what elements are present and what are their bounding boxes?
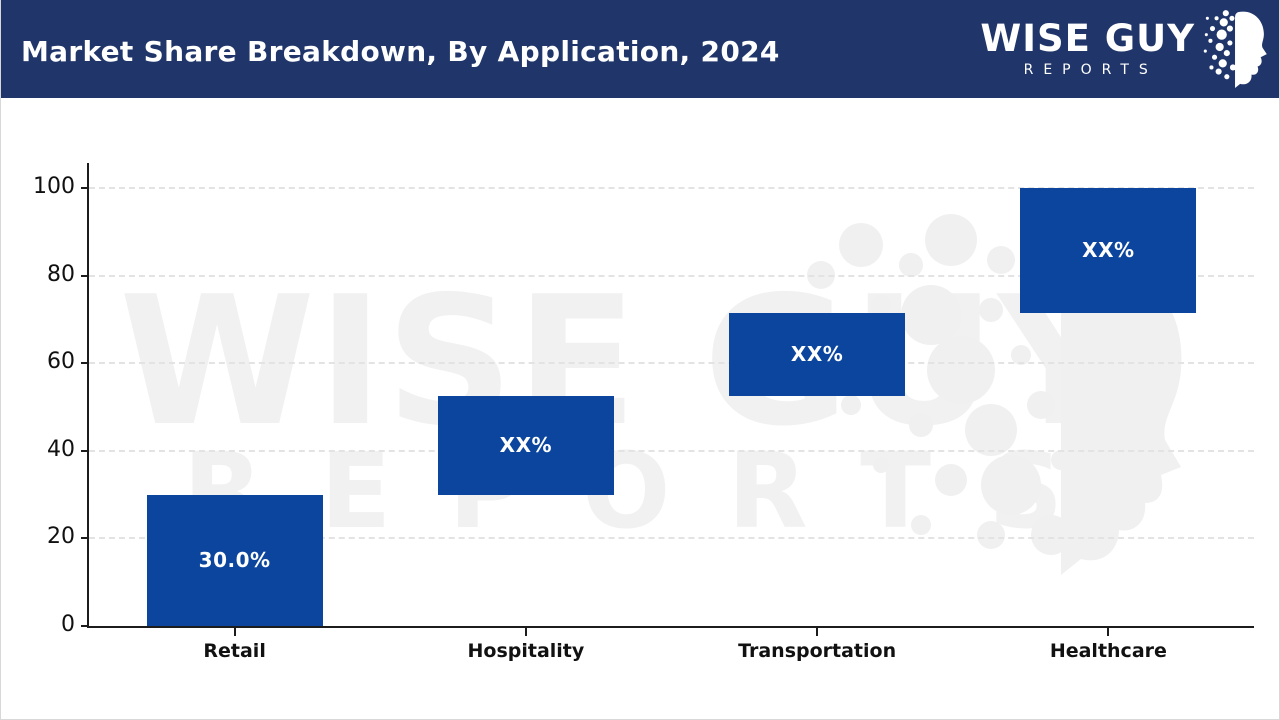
y-tick-mark [81, 625, 89, 627]
y-tick-label: 20 [47, 524, 75, 550]
y-tick-label: 40 [47, 436, 75, 462]
y-tick-label: 60 [47, 349, 75, 375]
y-tick-label: 80 [47, 261, 75, 287]
y-tick-mark [81, 362, 89, 365]
bar-value-label: XX% [1082, 238, 1135, 263]
watermark-face-dots [807, 214, 1182, 575]
x-tick-label-hospitality: Hospitality [467, 640, 585, 662]
x-tick-mark [524, 628, 527, 636]
y-axis-line [87, 163, 89, 628]
wiseguy-logo-subtitle: REPORTS [1023, 61, 1158, 78]
wiseguy-logo-name: WISE GUY [980, 17, 1195, 61]
x-tick-label-transportation: Transportation [738, 640, 897, 662]
y-tick-label: 0 [61, 612, 75, 637]
y-tick-mark [81, 274, 89, 277]
x-tick-mark [233, 628, 236, 636]
x-tick-mark [816, 628, 819, 636]
header-bar: Market Share Breakdown, By Application, … [1, 0, 1279, 98]
bar-value-label: XX% [499, 433, 553, 458]
bar-healthcare: XX% [1020, 188, 1197, 313]
y-tick-mark [81, 187, 89, 189]
gridline-60 [89, 362, 1254, 365]
gridline-100 [89, 187, 1254, 189]
wiseguy-face-icon [1203, 10, 1267, 88]
bar-value-label: XX% [790, 342, 844, 367]
gridline-40 [89, 449, 1254, 452]
x-tick-label-healthcare: Healthcare [1049, 640, 1167, 662]
bar-hospitality: XX% [437, 396, 614, 495]
y-tick-label: 100 [33, 174, 75, 199]
gridline-80 [89, 274, 1254, 277]
chart-title: Market Share Breakdown, By Application, … [21, 35, 780, 68]
bar-value-label: 30.0% [198, 548, 271, 573]
bar-transportation: XX% [729, 312, 906, 397]
x-tick-label-retail: Retail [203, 640, 266, 662]
y-tick-mark [81, 537, 89, 540]
x-tick-mark [1107, 628, 1110, 636]
wiseguy-logo-text: WISE GUY REPORTS [980, 18, 1195, 78]
wiseguy-logo: WISE GUY REPORTS [980, 6, 1271, 90]
gridline-20 [89, 537, 1254, 540]
x-axis-line [87, 626, 1254, 628]
y-tick-mark [81, 449, 89, 452]
bar-retail: 30.0% [146, 494, 323, 626]
